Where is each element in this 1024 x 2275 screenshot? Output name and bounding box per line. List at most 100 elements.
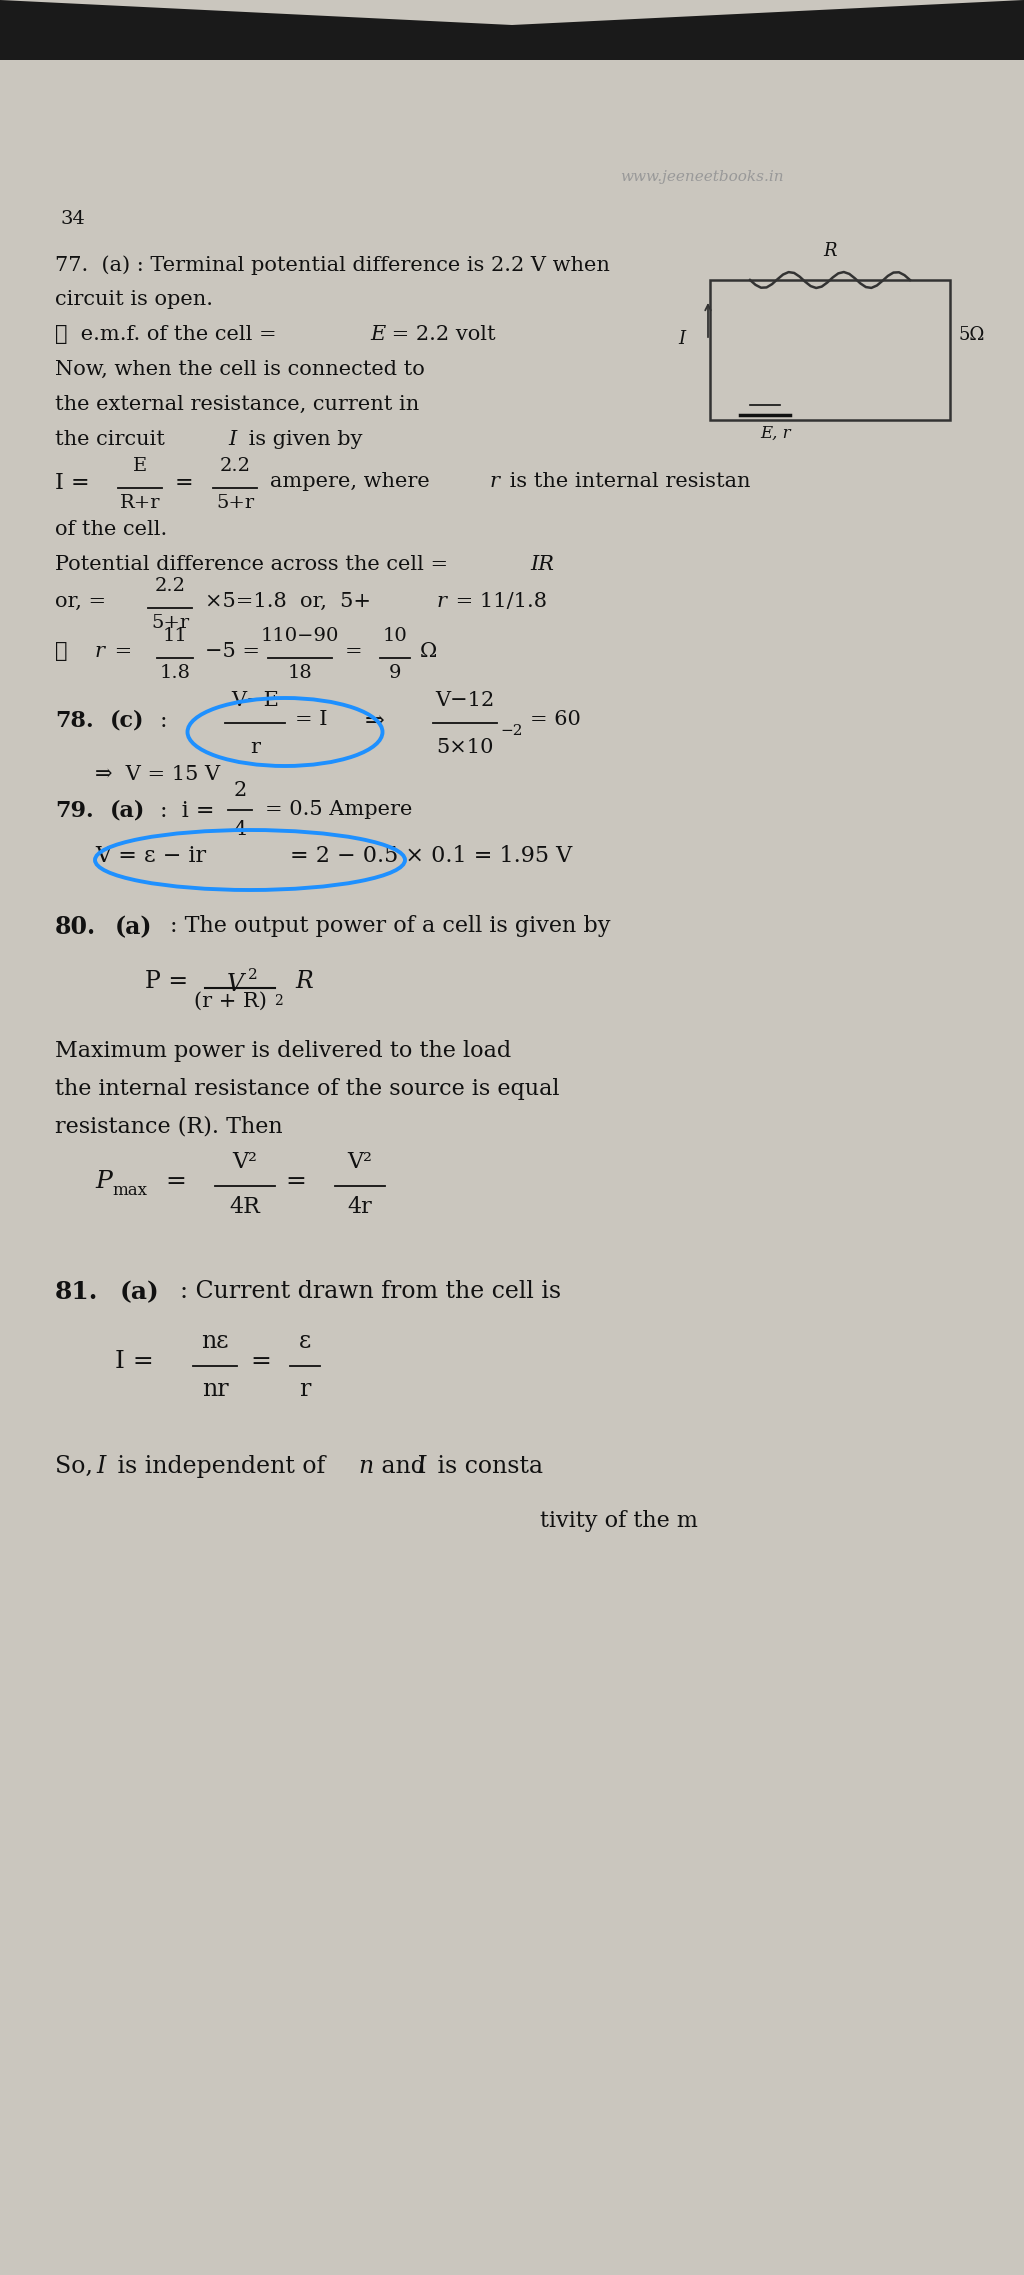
Text: is given by: is given by [242,430,362,448]
Text: = 60: = 60 [530,710,581,728]
Text: ⇒  V = 15 V: ⇒ V = 15 V [95,764,220,785]
Text: and: and [374,1456,433,1479]
Text: (a): (a) [110,801,145,821]
Text: R: R [823,241,837,259]
Text: r: r [299,1379,310,1401]
Text: E, r: E, r [760,425,791,441]
Text: 1.8: 1.8 [160,664,190,682]
Text: V−E: V−E [231,692,279,710]
Text: the circuit: the circuit [55,430,171,448]
Text: resistance (R). Then: resistance (R). Then [55,1117,283,1138]
Text: circuit is open.: circuit is open. [55,289,213,309]
Text: I: I [678,330,685,348]
Text: ampere, where: ampere, where [270,471,436,491]
Text: 2.2: 2.2 [219,457,251,475]
Text: I: I [416,1456,425,1479]
Text: 78.: 78. [55,710,93,733]
Text: Now, when the cell is connected to: Now, when the cell is connected to [55,359,425,380]
Text: E: E [133,457,147,475]
Text: ∴: ∴ [55,642,81,662]
Text: I =: I = [115,1349,154,1374]
Text: r: r [250,737,260,758]
Text: V−12: V−12 [435,692,495,710]
Text: 5+r: 5+r [216,494,254,512]
Text: (c): (c) [110,710,144,733]
Text: n: n [358,1456,374,1479]
Text: I: I [228,430,237,448]
Text: ε: ε [299,1331,311,1354]
Text: =: = [175,471,194,494]
Text: :: : [160,710,168,733]
Text: : The output power of a cell is given by: : The output power of a cell is given by [170,915,610,937]
Text: ×5=1.8  or,  5+: ×5=1.8 or, 5+ [205,592,371,612]
Text: of the cell.: of the cell. [55,521,167,539]
Text: 5×10: 5×10 [436,737,494,758]
Polygon shape [0,0,1024,59]
Text: or, =: or, = [55,592,106,612]
Text: = I: = I [295,710,328,728]
Text: −5 =: −5 = [205,642,260,662]
Text: V = ε − ir: V = ε − ir [95,844,206,867]
Text: 80.: 80. [55,915,96,940]
Text: Ω: Ω [420,642,437,662]
Text: 4: 4 [233,819,247,839]
Text: tivity of the m: tivity of the m [540,1511,698,1531]
Text: 11: 11 [163,628,187,646]
Text: So,: So, [55,1456,100,1479]
Text: 18: 18 [288,664,312,682]
Text: = 2.2 volt: = 2.2 volt [385,325,496,344]
Text: (r + R): (r + R) [194,992,266,1010]
Text: = 2 − 0.5 × 0.1 = 1.95 V: = 2 − 0.5 × 0.1 = 1.95 V [290,844,572,867]
Text: is independent of: is independent of [110,1456,333,1479]
Text: r: r [95,642,105,662]
Text: nε: nε [202,1331,228,1354]
Text: nr: nr [202,1379,228,1401]
Text: −2: −2 [500,723,522,737]
Text: max: max [112,1183,147,1199]
Text: 34: 34 [60,209,85,228]
Text: = 11/1.8: = 11/1.8 [449,592,547,612]
Text: 5Ω: 5Ω [958,325,984,344]
Text: 5+r: 5+r [151,614,189,632]
Text: the external resistance, current in: the external resistance, current in [55,396,419,414]
Text: 2: 2 [274,994,283,1008]
Text: P =: P = [145,969,188,992]
Text: : Current drawn from the cell is: : Current drawn from the cell is [180,1281,561,1304]
Text: 2: 2 [248,967,258,983]
Text: (a): (a) [115,915,153,940]
Text: =: = [345,642,362,662]
Text: =: = [250,1349,271,1374]
Text: 81.: 81. [55,1281,98,1304]
Text: =: = [285,1169,306,1192]
Text: 77.  (a) : Terminal potential difference is 2.2 V when: 77. (a) : Terminal potential difference … [55,255,610,275]
Text: P: P [95,1169,112,1192]
Text: 110−90: 110−90 [261,628,339,646]
Text: = 0.5 Ampere: = 0.5 Ampere [265,801,413,819]
Text: IR: IR [530,555,554,573]
Text: (a): (a) [120,1281,160,1304]
Text: =: = [165,1169,186,1192]
Text: :  i =: : i = [160,801,214,821]
Text: =: = [108,642,132,662]
Text: is consta: is consta [430,1456,543,1479]
Text: the internal resistance of the source is equal: the internal resistance of the source is… [55,1078,559,1101]
Text: R: R [295,969,312,992]
Text: ∴  e.m.f. of the cell =: ∴ e.m.f. of the cell = [55,325,284,344]
Text: ⇒: ⇒ [365,710,385,733]
Text: www.jeeneetbooks.in: www.jeeneetbooks.in [620,171,783,184]
Text: V: V [226,974,244,996]
Text: Potential difference across the cell =: Potential difference across the cell = [55,555,455,573]
Text: is the internal resistan: is the internal resistan [503,471,751,491]
Text: I: I [96,1456,105,1479]
Text: r: r [437,592,447,612]
Text: V²: V² [347,1151,373,1174]
Text: 9: 9 [389,664,401,682]
Text: R+r: R+r [120,494,160,512]
Text: 4R: 4R [229,1197,260,1217]
Text: r: r [490,471,500,491]
Text: V²: V² [232,1151,257,1174]
Text: 2: 2 [233,780,247,801]
Text: I =: I = [55,471,90,494]
Text: 2.2: 2.2 [155,578,185,596]
Text: 10: 10 [383,628,408,646]
